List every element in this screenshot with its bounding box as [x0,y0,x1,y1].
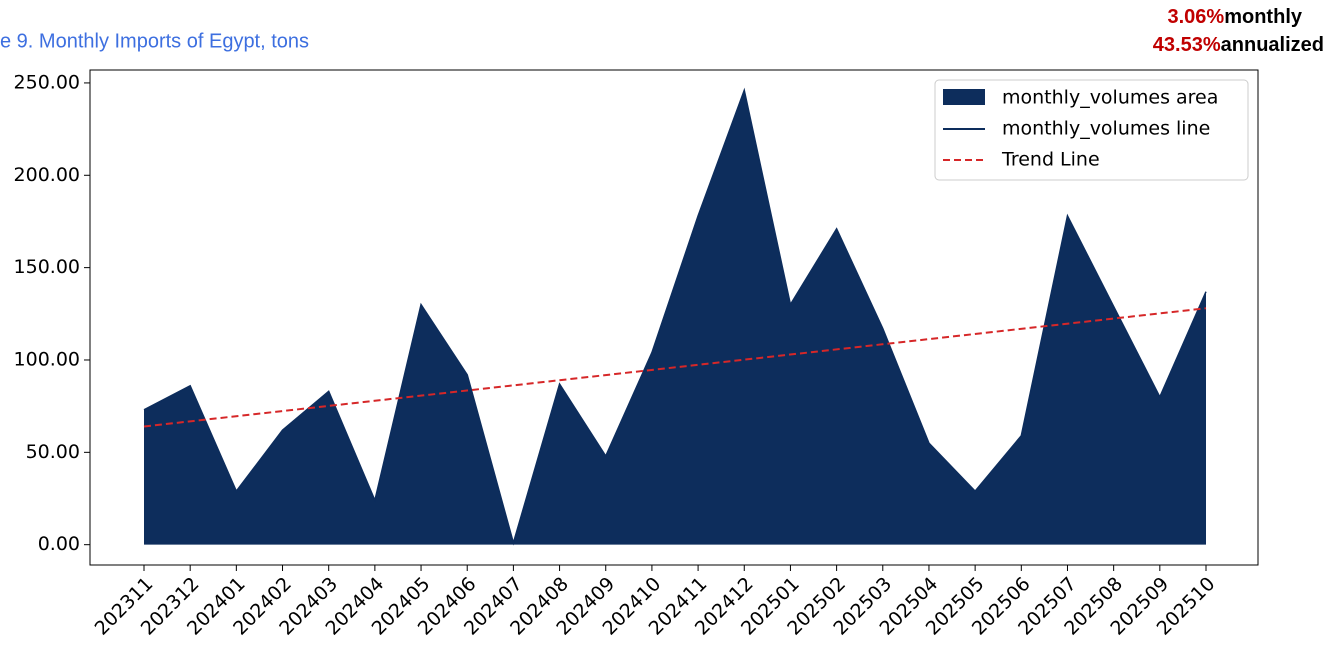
y-tick-label: 100.00 [14,348,80,370]
legend-label: Trend Line [1001,149,1100,171]
y-tick-label: 0.00 [38,533,80,555]
y-tick-label: 200.00 [14,164,80,186]
trend-line [143,307,1207,428]
y-tick-label: 50.00 [26,441,80,463]
chart-title: e 9. Monthly Imports of Egypt, tons [0,30,309,52]
annotation-value: 3.06% [1168,6,1225,28]
annotation-value: 43.53% [1153,34,1221,56]
y-tick-label: 150.00 [14,256,80,278]
annotation-label: monthly [1224,6,1303,28]
legend-swatch [943,89,985,105]
plot-frame [89,69,1259,566]
y-tick-label: 250.00 [14,71,80,93]
legend-label: monthly_volumes area [1002,87,1218,109]
legend-label: monthly_volumes line [1002,118,1210,140]
annotation: 43.53%annualized [1153,34,1324,56]
line [143,87,1207,546]
area [144,90,1206,545]
legend-box [934,79,1249,181]
annotation-label: annualized [1221,34,1324,56]
annotation: 3.06%monthly [1168,6,1303,28]
